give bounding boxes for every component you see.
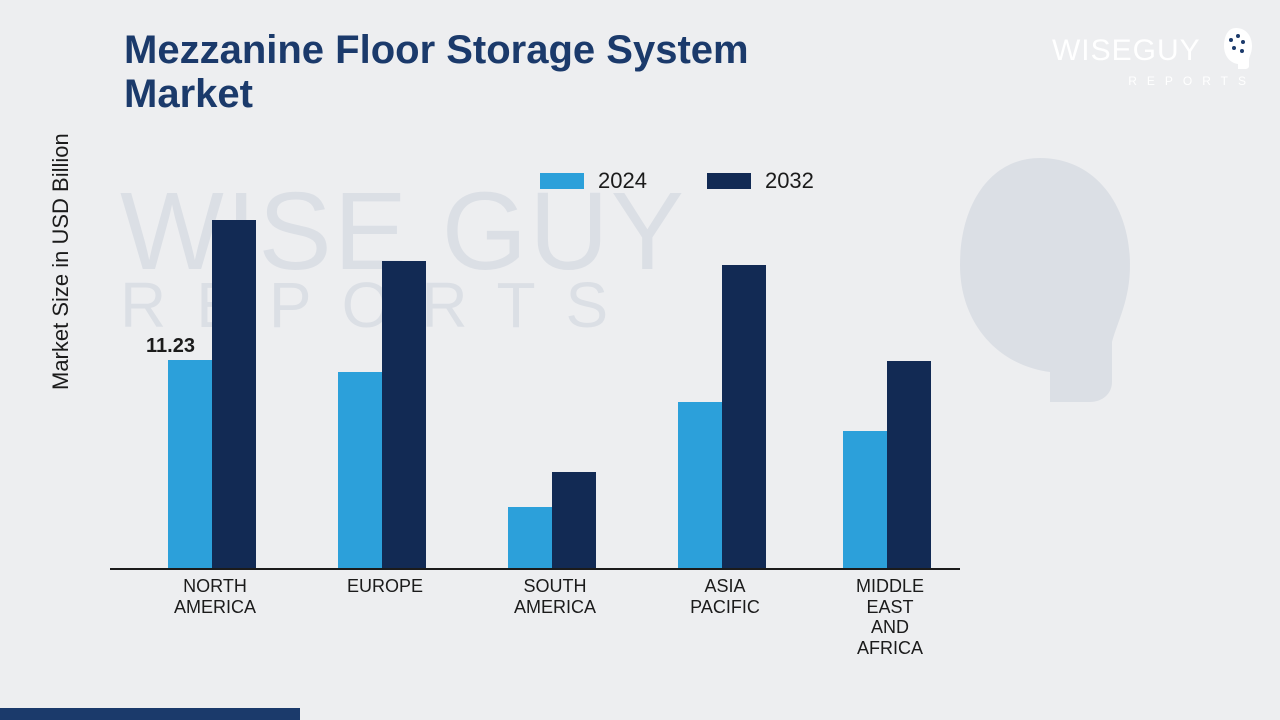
category-label-text: ASIAPACIFIC: [650, 576, 800, 617]
stage: WISEGUY REPORTS WISE GUY REPORTS Mezzani…: [0, 0, 1280, 720]
chart-plot: 11.23: [110, 200, 960, 570]
brand-line1: WISEGUY: [1052, 26, 1256, 78]
bar-2032: [887, 361, 931, 568]
chart-title: Mezzanine Floor Storage System Market: [124, 28, 864, 116]
bar-2032: [212, 220, 256, 568]
brand-logo: WISEGUY REPORTS: [1052, 26, 1256, 88]
bar-2024: [843, 431, 887, 568]
category-label-text: MIDDLEEASTANDAFRICA: [815, 576, 965, 659]
brand-word-2: GUY: [1133, 34, 1201, 67]
bar-2024: [508, 507, 552, 568]
bar-2024: [678, 402, 722, 569]
category-label-text: SOUTHAMERICA: [480, 576, 630, 617]
legend-label-2024: 2024: [598, 168, 647, 194]
legend-item-2032: 2032: [707, 168, 814, 194]
x-axis-baseline: [110, 568, 960, 570]
brand-word-1: WISE: [1052, 34, 1133, 67]
category-label-text: EUROPE: [310, 576, 460, 597]
bar-2024: [338, 372, 382, 568]
bar-2024: [168, 360, 212, 568]
brand-head-icon: [1216, 26, 1256, 78]
bar-2032: [382, 261, 426, 568]
legend-item-2024: 2024: [540, 168, 647, 194]
category-label-text: NORTHAMERICA: [140, 576, 290, 617]
legend-swatch-2024: [540, 173, 584, 189]
legend-label-2032: 2032: [765, 168, 814, 194]
legend: 2024 2032: [540, 168, 814, 194]
bar-2032: [552, 472, 596, 568]
bar-value-label: 11.23: [146, 335, 195, 358]
bottom-accent-bar: [0, 708, 300, 720]
bar-2032: [722, 265, 766, 568]
legend-swatch-2032: [707, 173, 751, 189]
category-labels-row: NORTHAMERICA EUROPE SOUTHAMERICA ASIAPACIFI…: [110, 572, 960, 692]
y-axis-label: Market Size in USD Billion: [48, 133, 74, 390]
